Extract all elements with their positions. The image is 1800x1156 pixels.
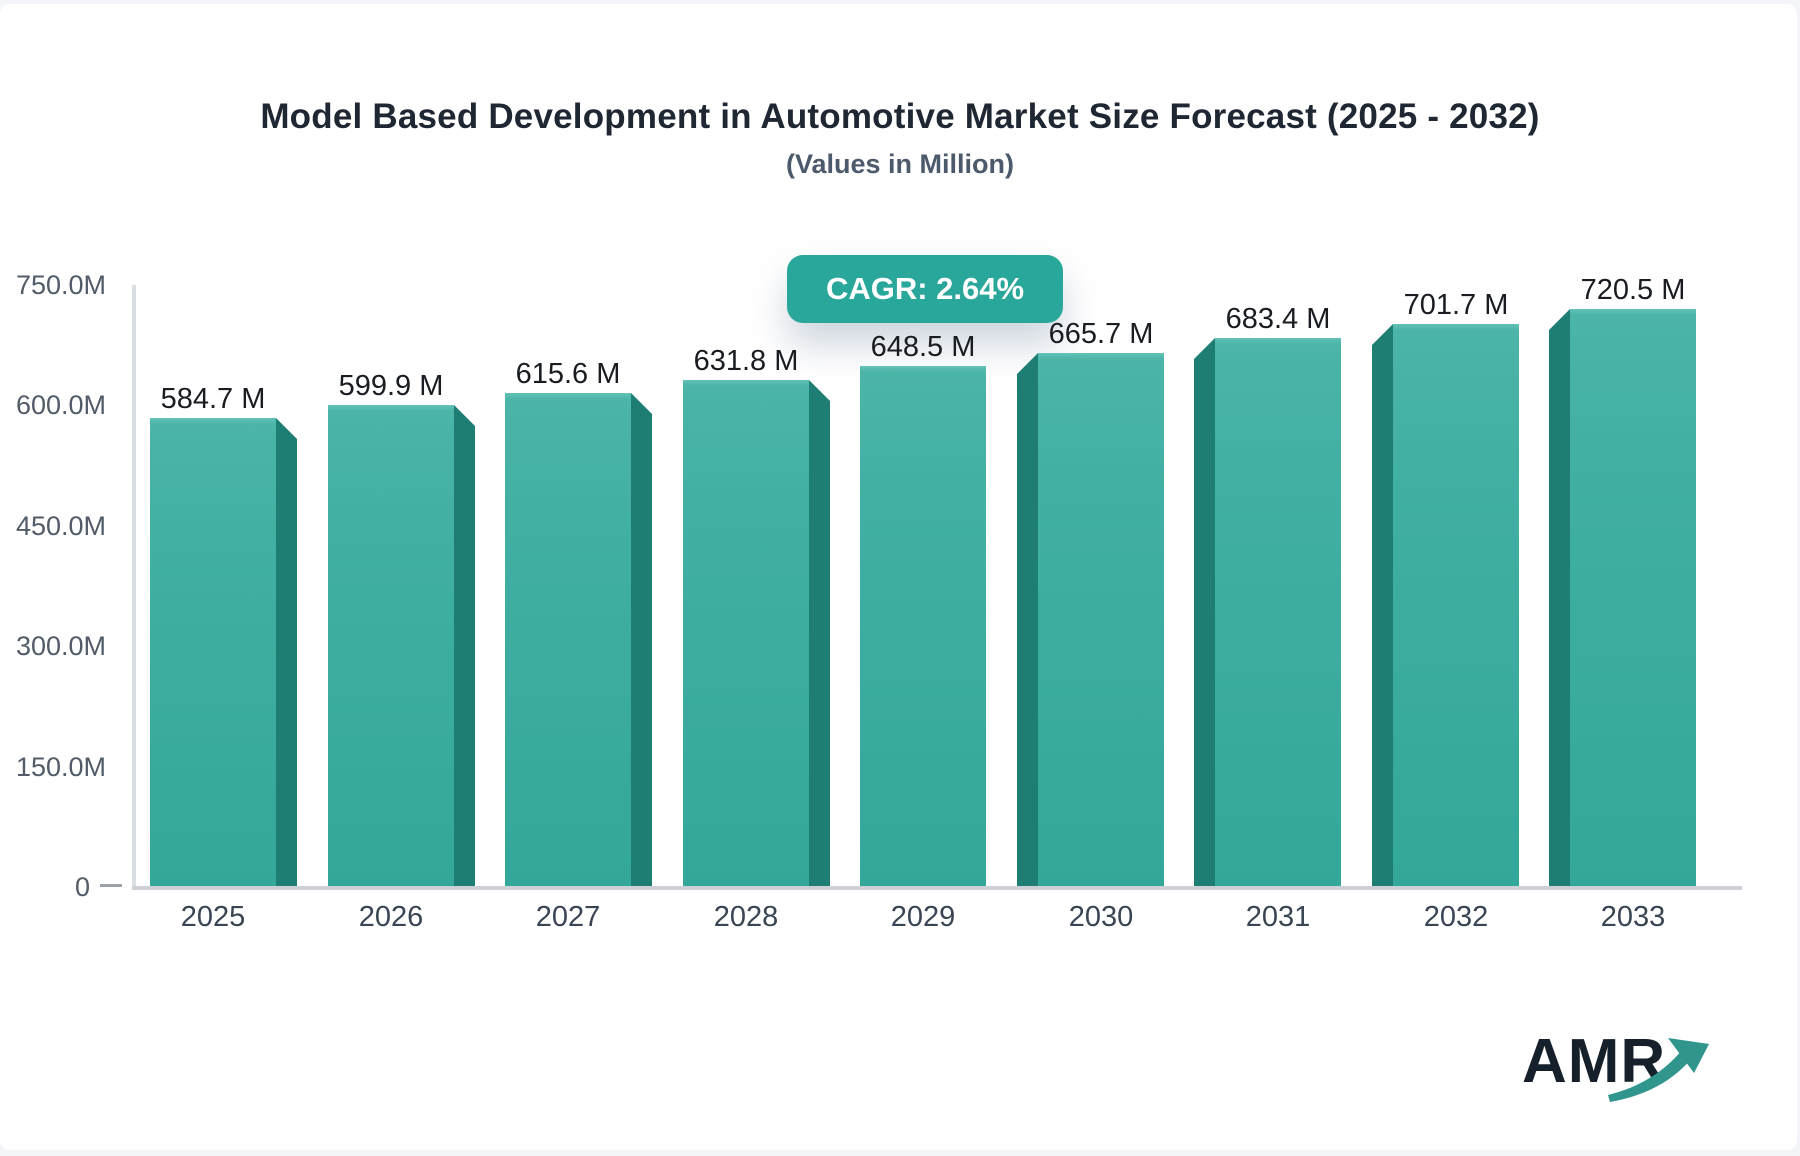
x-axis-label: 2031 (1245, 901, 1311, 933)
bar-value-label: 665.7 M (1048, 318, 1154, 350)
bar-side-face (1017, 353, 1038, 888)
y-axis-tick-label: 450.0M (15, 510, 106, 541)
bar-value-label: 701.7 M (1403, 289, 1509, 321)
bar-2026[interactable] (328, 405, 454, 888)
bar-2027[interactable] (505, 393, 631, 888)
chart-subtitle: (Values in Million) (785, 149, 1015, 179)
x-axis-label: 2025 (180, 901, 246, 933)
x-axis-line (132, 886, 1742, 890)
bar-value-label: 599.9 M (338, 370, 444, 402)
bar-2032[interactable] (1393, 324, 1519, 888)
y-axis-line (132, 285, 136, 889)
x-axis-label: 2033 (1600, 901, 1666, 933)
bar-value-label: 683.4 M (1225, 303, 1331, 335)
x-axis-label: 2032 (1423, 901, 1489, 933)
bar-value-label: 584.7 M (160, 383, 266, 415)
bar-2029[interactable] (860, 366, 986, 888)
y-axis-tick-label: 150.0M (15, 751, 106, 782)
x-axis-label: 2030 (1068, 901, 1134, 933)
bar-side-face (454, 405, 475, 888)
cagr-badge: CAGR: 2.64% (787, 255, 1063, 323)
bar-side-face (1372, 324, 1393, 888)
bar-side-face (809, 380, 830, 888)
bar-side-face (1549, 309, 1570, 888)
x-axis-label: 2027 (535, 901, 601, 933)
bar-side-face (276, 418, 297, 888)
zero-tick-mark (100, 884, 122, 887)
bar-value-label: 631.8 M (693, 345, 799, 377)
y-axis-tick-label: 0 (74, 872, 90, 902)
y-axis-tick-label: 300.0M (15, 631, 106, 662)
bar-2028[interactable] (683, 380, 809, 888)
bar-2033[interactable] (1570, 309, 1696, 888)
amr-logo: AMR (1522, 1030, 1742, 1110)
bar-2030[interactable] (1038, 353, 1164, 888)
chart-title: Model Based Development in Automotive Ma… (260, 97, 1540, 136)
x-axis-label: 2029 (890, 901, 956, 933)
bar-side-face (631, 393, 652, 888)
bar-value-label: 720.5 M (1580, 274, 1686, 306)
bar-2025[interactable] (150, 418, 276, 888)
y-axis-tick-label: 600.0M (15, 390, 106, 421)
bar-value-label: 615.6 M (515, 358, 621, 390)
x-axis-label: 2026 (358, 901, 424, 933)
growth-arrow-icon (1608, 1038, 1709, 1102)
bar-2031[interactable] (1215, 338, 1341, 888)
bar-value-label: 648.5 M (870, 331, 976, 363)
y-axis-tick-label: 750.0M (15, 270, 106, 300)
bar-side-face (1194, 338, 1215, 888)
x-axis-label: 2028 (713, 901, 779, 933)
